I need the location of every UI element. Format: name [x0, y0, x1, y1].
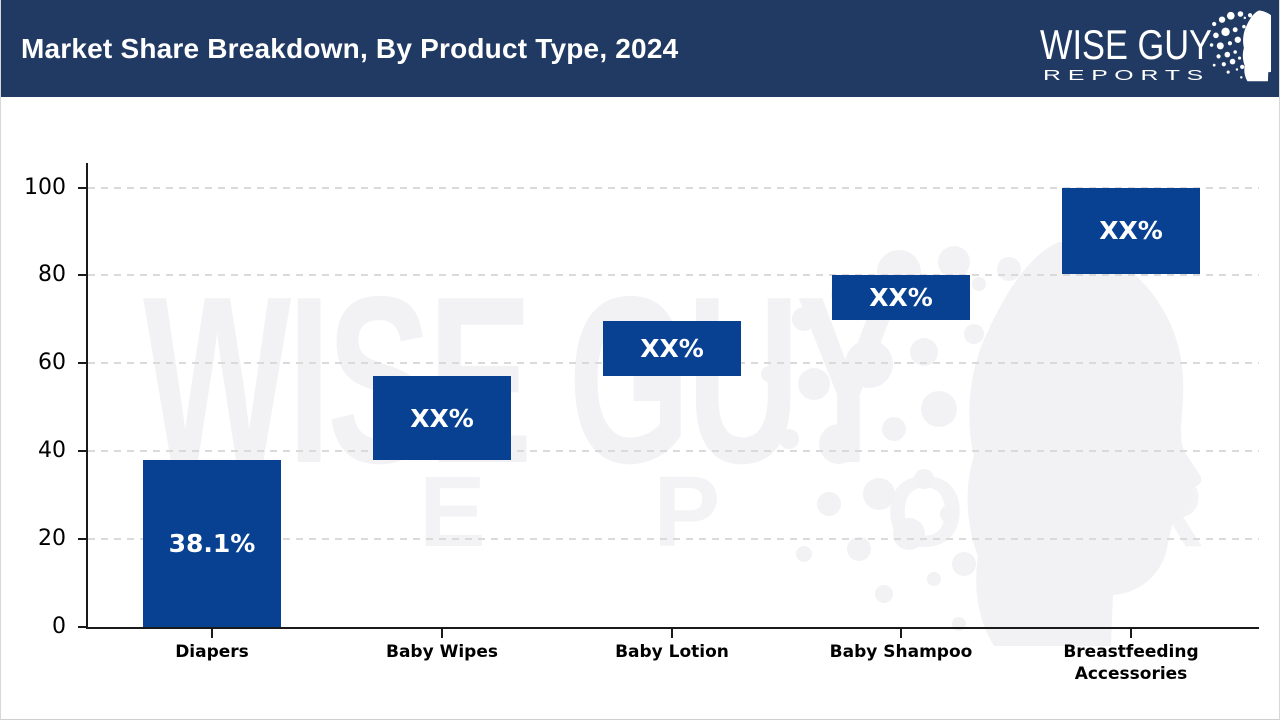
y-tickmark [78, 274, 87, 277]
x-tickmark [211, 629, 213, 638]
bar-breastfeeding-accessories: XX% [1062, 187, 1200, 275]
bar-diapers: 38.1% [143, 459, 281, 627]
bar-value-label: XX% [410, 403, 474, 433]
x-tick-label-diapers: Diapers [175, 642, 249, 662]
bar-value-label: XX% [1099, 216, 1163, 246]
page-title: Market Share Breakdown, By Product Type,… [21, 32, 679, 64]
bar-value-label: XX% [869, 282, 933, 312]
y-tick-label: 60 [38, 350, 66, 376]
y-tick-label: 100 [24, 174, 66, 200]
y-tick-label: 20 [38, 526, 66, 552]
y-axis-line [86, 163, 88, 629]
gridline-80 [88, 274, 1259, 277]
x-tickmark [900, 629, 902, 638]
x-tick-label-baby-wipes: Baby Wipes [386, 642, 498, 662]
gridline-100 [88, 186, 1259, 189]
x-tickmark [671, 629, 673, 638]
x-tick-label-baby-shampoo: Baby Shampoo [829, 642, 973, 662]
bar-baby-wipes: XX% [373, 376, 511, 460]
bar-value-label: 38.1% [168, 528, 256, 558]
y-tickmark [78, 626, 87, 628]
gridline-20 [88, 538, 1259, 541]
x-tick-label-baby-lotion: Baby Lotion [615, 642, 729, 662]
x-tickmark [441, 629, 443, 638]
y-tickmark [78, 450, 87, 453]
bar-baby-shampoo: XX% [832, 274, 970, 320]
logo-wordmark: WISE GUY [1040, 21, 1212, 68]
x-axis-line [86, 627, 1259, 629]
wiseguy-logo: WISE GUY R E P O R T S [1040, 10, 1271, 84]
y-tick-label: 80 [38, 262, 66, 288]
y-tick-label: 0 [52, 614, 66, 639]
logo-subtext: R E P O R T S [1043, 67, 1203, 84]
x-tickmark [1130, 629, 1132, 638]
y-tick-label: 40 [38, 438, 66, 464]
y-tickmark [78, 362, 87, 365]
logo-face-profile-icon [1206, 10, 1271, 82]
header-bar: Market Share Breakdown, By Product Type,… [1, 0, 1279, 97]
y-tickmark [78, 186, 87, 189]
y-tickmark [78, 538, 87, 541]
bar-value-label: XX% [640, 333, 704, 363]
gridline-40 [88, 450, 1259, 453]
x-tick-label-breastfeeding-accessories: Breastfeeding Accessories [1063, 642, 1199, 684]
bar-baby-lotion: XX% [603, 320, 741, 377]
